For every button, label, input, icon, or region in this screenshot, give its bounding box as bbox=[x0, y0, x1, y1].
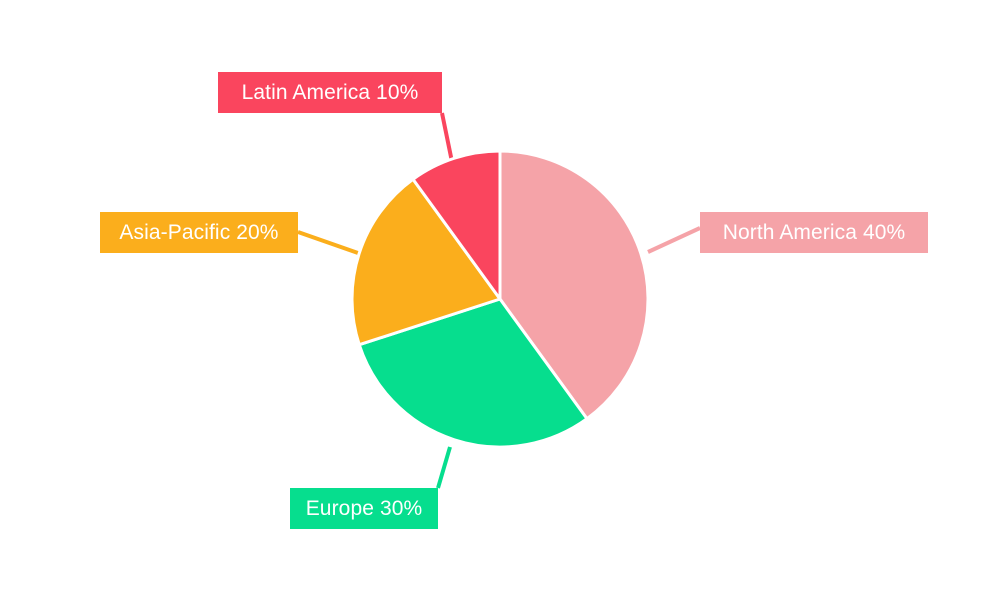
slice-label-text: North America 40% bbox=[722, 221, 906, 244]
slice-label-text: Asia-Pacific 20% bbox=[119, 221, 279, 244]
slice-leader-line bbox=[647, 226, 701, 254]
pie-slices bbox=[350, 149, 650, 449]
slice-label-latin-america[interactable]: Latin America 10% bbox=[218, 72, 442, 113]
pie-slice[interactable] bbox=[357, 297, 589, 449]
slice-label-text: Latin America 10% bbox=[241, 81, 419, 104]
pie-slice[interactable] bbox=[411, 149, 502, 301]
slice-label-text: Europe 30% bbox=[305, 497, 423, 520]
slice-label-europe[interactable]: Europe 30% bbox=[290, 488, 438, 529]
pie-slice[interactable] bbox=[498, 149, 650, 421]
slice-leader-line bbox=[297, 230, 359, 255]
slice-label-asia-pacific[interactable]: Asia-Pacific 20% bbox=[100, 212, 298, 253]
pie-slice[interactable] bbox=[350, 177, 502, 347]
slice-label-north-america[interactable]: North America 40% bbox=[700, 212, 928, 253]
slice-leader-line bbox=[436, 446, 452, 489]
